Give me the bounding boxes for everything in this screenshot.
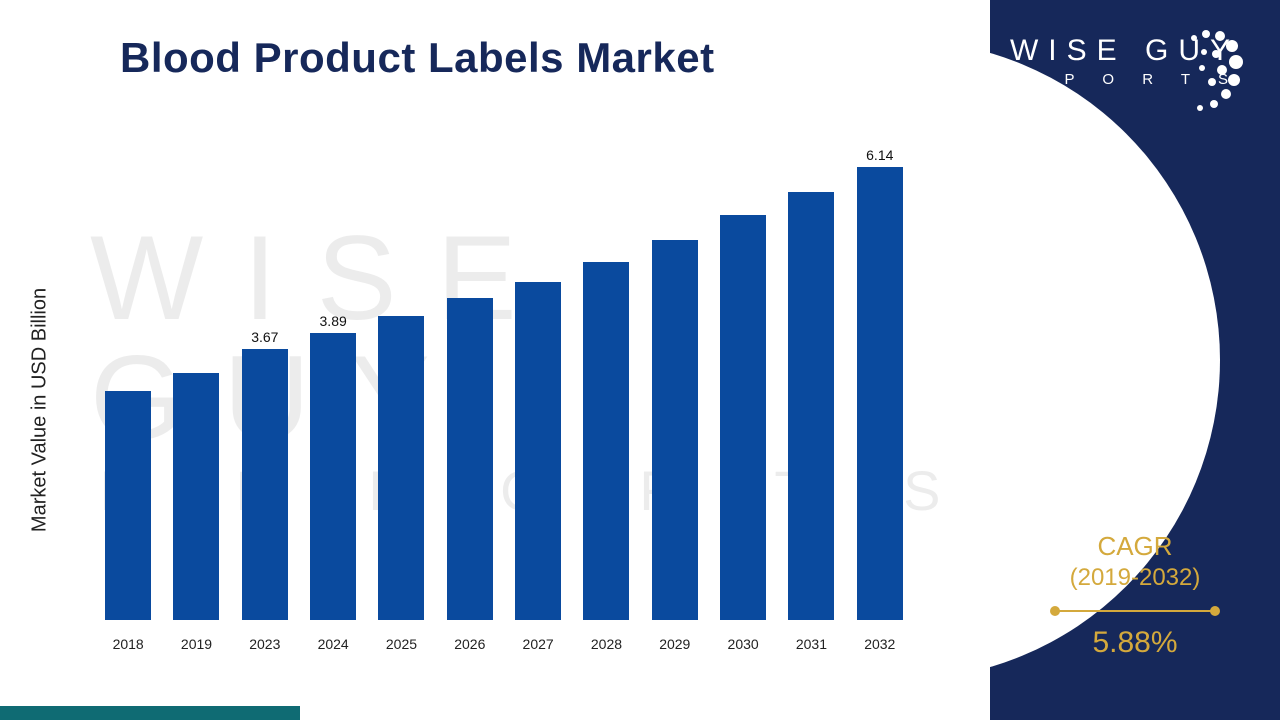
cagr-label: CAGR <box>990 531 1280 562</box>
bar <box>242 349 288 620</box>
bar-column <box>504 140 572 620</box>
bar <box>857 167 903 620</box>
logo-text-line1: WISE GUY <box>987 36 1240 66</box>
x-tick-label: 2032 <box>846 636 914 652</box>
bar-value-label: 3.89 <box>320 313 347 329</box>
x-tick-label: 2029 <box>641 636 709 652</box>
cagr-years: (2019-2032) <box>990 564 1280 592</box>
bar-column: 3.89 <box>299 140 367 620</box>
cagr-divider <box>1055 610 1215 612</box>
bar <box>105 391 151 620</box>
cagr-value: 5.88% <box>990 626 1280 660</box>
bar-column: 3.67 <box>231 140 299 620</box>
bar <box>720 215 766 620</box>
x-tick-label: 2019 <box>162 636 230 652</box>
x-tick-label: 2028 <box>572 636 640 652</box>
bar <box>515 282 561 620</box>
brand-logo: WISE GUY R E P O R T S <box>987 36 1240 87</box>
x-tick-label: 2026 <box>436 636 504 652</box>
bar <box>173 373 219 620</box>
bar <box>378 316 424 620</box>
bar-value-label: 6.14 <box>866 147 893 163</box>
x-tick-label: 2024 <box>299 636 367 652</box>
logo-text-line2: R E P O R T S <box>987 72 1240 87</box>
bar-column <box>367 140 435 620</box>
page-root: WISE GUY R E P O R T S Blood Product Lab… <box>0 0 1280 720</box>
plot-region: 3.67 3.89 6.14 <box>88 140 920 620</box>
x-axis: 2018201920232024202520262027202820292030… <box>88 636 920 652</box>
bar <box>447 298 493 620</box>
x-tick-label: 2031 <box>777 636 845 652</box>
y-axis-label: Market Value in USD Billion <box>29 288 52 532</box>
bar-column <box>572 140 640 620</box>
chart-area: Market Value in USD Billion 3.673.896.14… <box>40 140 920 680</box>
bar <box>310 333 356 620</box>
cagr-block: CAGR (2019-2032) 5.88% <box>990 531 1280 660</box>
chart-title: Blood Product Labels Market <box>120 34 715 82</box>
bar-series: 3.67 3.89 6.14 <box>88 140 920 620</box>
x-tick-label: 2030 <box>709 636 777 652</box>
bar-column: 6.14 <box>846 140 914 620</box>
bar-value-label: 3.67 <box>251 329 278 345</box>
x-tick-label: 2025 <box>367 636 435 652</box>
bar-column <box>777 140 845 620</box>
bar-column <box>436 140 504 620</box>
bar <box>652 240 698 620</box>
x-tick-label: 2027 <box>504 636 572 652</box>
accent-bottom-bar <box>0 706 300 720</box>
bar-column <box>162 140 230 620</box>
x-tick-label: 2023 <box>231 636 299 652</box>
bar <box>788 192 834 620</box>
bar <box>583 262 629 620</box>
bar-column <box>709 140 777 620</box>
bar-column <box>94 140 162 620</box>
x-tick-label: 2018 <box>94 636 162 652</box>
bar-column <box>641 140 709 620</box>
